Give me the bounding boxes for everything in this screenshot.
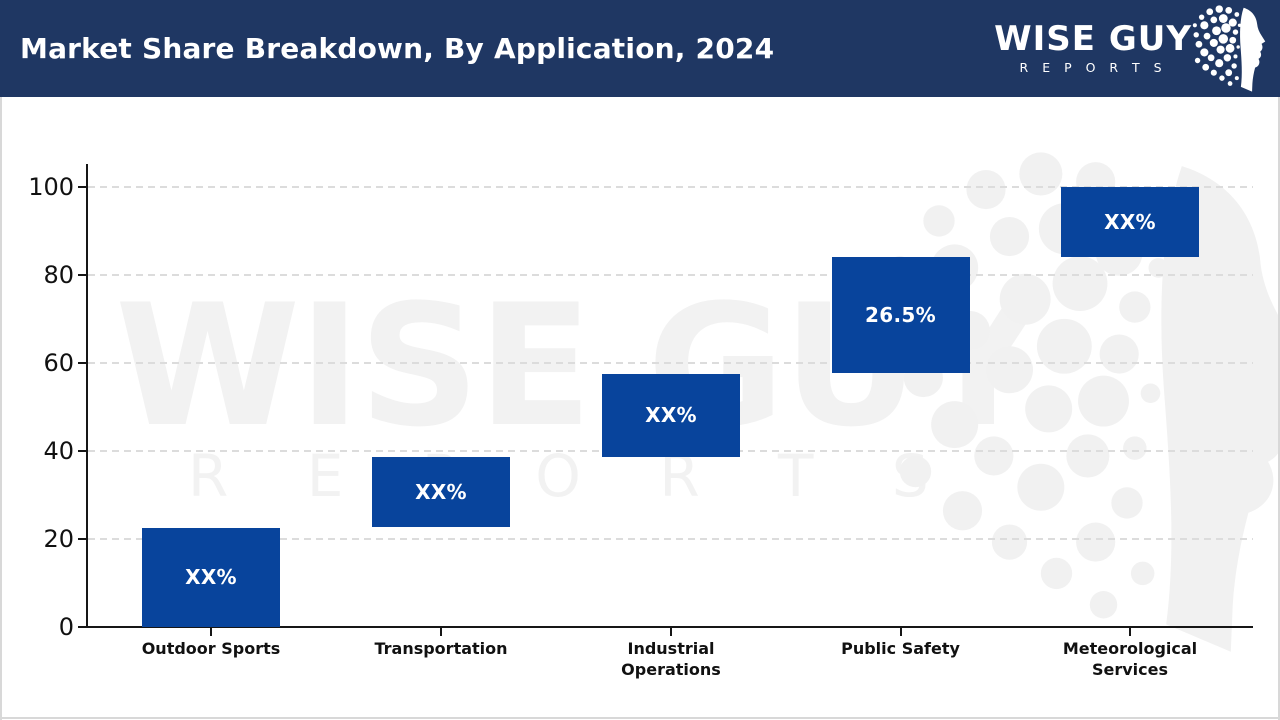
x-tickmark-outdoor-sports xyxy=(210,627,212,636)
y-tick-label-0: 0 xyxy=(58,612,74,641)
bar-value-label-public-safety: 26.5% xyxy=(865,303,936,328)
y-tickmark-100 xyxy=(78,185,86,188)
x-tickmark-meteorological-services xyxy=(1129,627,1131,636)
gridline-100 xyxy=(88,185,1253,188)
wise-guy-face-icon xyxy=(1192,4,1266,92)
x-axis-line xyxy=(86,626,1253,628)
watermark-face-icon xyxy=(888,152,1280,652)
x-tick-label-meteorological-services: Meteorological Services xyxy=(1062,639,1198,679)
header-bar: Market Share Breakdown, By Application, … xyxy=(0,0,1280,97)
y-tickmark-60 xyxy=(78,361,86,364)
bar-value-label-transportation: XX% xyxy=(415,480,467,505)
bar-outdoor-sports: XX% xyxy=(142,527,280,627)
gridline-80 xyxy=(88,273,1253,276)
gridline-60 xyxy=(88,361,1253,364)
bottom-border xyxy=(0,717,1280,719)
bar-value-label-meteorological-services: XX% xyxy=(1104,209,1156,234)
y-tickmark-80 xyxy=(78,273,86,276)
wise-guy-logo: WISE GUY R E P O R T S xyxy=(994,0,1274,97)
page-title: Market Share Breakdown, By Application, … xyxy=(20,32,775,65)
bar-value-label-industrial-operations: XX% xyxy=(645,403,697,428)
bar-meteorological-services: XX% xyxy=(1061,186,1199,257)
gridline-20 xyxy=(88,537,1253,540)
logo-brand-subtitle: R E P O R T S xyxy=(1019,60,1167,75)
y-tick-label-20: 20 xyxy=(43,524,74,553)
bar-transportation: XX% xyxy=(372,457,510,528)
y-tickmark-0 xyxy=(78,625,86,628)
y-axis-line xyxy=(86,164,88,628)
y-tick-label-60: 60 xyxy=(43,348,74,377)
y-tickmark-20 xyxy=(78,537,86,540)
bar-public-safety: 26.5% xyxy=(831,256,970,374)
left-border xyxy=(0,97,2,720)
x-tickmark-public-safety xyxy=(899,627,902,636)
bar-value-label-outdoor-sports: XX% xyxy=(185,565,237,589)
x-tickmark-transportation xyxy=(440,627,442,636)
x-tick-label-public-safety: Public Safety xyxy=(841,639,960,658)
x-tickmark-industrial-operations xyxy=(670,627,672,636)
right-border xyxy=(1278,97,1280,720)
y-tickmark-40 xyxy=(78,449,86,452)
logo-brand-name: WISE GUY xyxy=(994,19,1192,59)
bar-industrial-operations: XX% xyxy=(602,373,740,458)
x-tick-label-outdoor-sports: Outdoor Sports xyxy=(141,639,281,658)
x-tick-label-transportation: Transportation xyxy=(374,639,508,658)
y-tick-label-100: 100 xyxy=(28,172,74,201)
x-tick-label-industrial-operations: Industrial Operations xyxy=(621,639,721,679)
watermark-reports-text: R E P O R T S xyxy=(188,442,959,510)
y-tick-label-80: 80 xyxy=(43,260,74,289)
y-tick-label-40: 40 xyxy=(43,436,74,465)
